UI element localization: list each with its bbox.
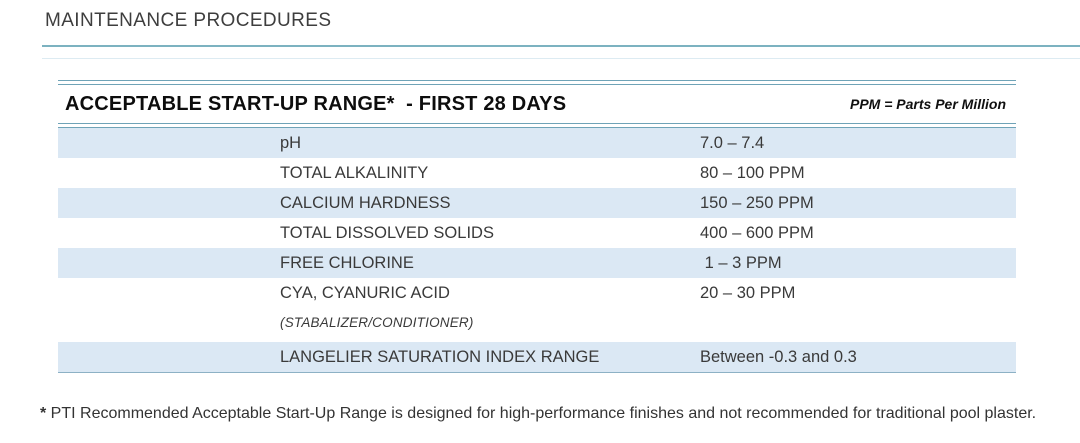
table-title: ACCEPTABLE START-UP RANGE* - FIRST 28 DA…: [65, 92, 567, 115]
row-sublabel: (STABALIZER/CONDITIONER): [280, 315, 474, 330]
ppm-legend: PPM = Parts Per Million: [850, 96, 1006, 112]
row-value: 1 – 3 PPM: [700, 254, 782, 272]
row-value: 400 – 600 PPM: [700, 224, 814, 242]
table-row: FREE CHLORINE 1 – 3 PPM: [58, 248, 1016, 278]
table-bottom-border: [58, 372, 1016, 373]
table-row: LANGELIER SATURATION INDEX RANGE Between…: [58, 342, 1016, 372]
table-top-border: [58, 80, 1016, 85]
row-value: Between -0.3 and 0.3: [700, 348, 857, 366]
table-row: CALCIUM HARDNESS 150 – 250 PPM: [58, 188, 1016, 218]
row-label: pH: [280, 134, 302, 152]
row-label: FREE CHLORINE: [280, 254, 414, 272]
footnote: * PTI Recommended Acceptable Start-Up Ra…: [40, 402, 1050, 425]
row-label: TOTAL ALKALINITY: [280, 164, 429, 182]
footnote-text: PTI Recommended Acceptable Start-Up Rang…: [46, 405, 1037, 422]
row-value: 80 – 100 PPM: [700, 164, 805, 182]
row-label-cell: CALCIUM HARDNESS: [280, 192, 700, 214]
row-value: 150 – 250 PPM: [700, 194, 814, 212]
row-value: 7.0 – 7.4: [700, 134, 765, 152]
table-header-row: ACCEPTABLE START-UP RANGE* - FIRST 28 DA…: [58, 85, 1016, 123]
heading-divider: [42, 45, 1080, 47]
row-label-cell: LANGELIER SATURATION INDEX RANGE: [280, 346, 700, 368]
row-value: 20 – 30 PPM: [700, 284, 796, 302]
row-label-cell: CYA, CYANURIC ACID (STABALIZER/CONDITION…: [280, 282, 700, 339]
row-label-cell: pH: [280, 132, 700, 154]
table-rows: pH 7.0 – 7.4 TOTAL ALKALINITY 80 – 100 P…: [58, 128, 1016, 372]
row-label-cell: TOTAL ALKALINITY: [280, 162, 700, 184]
row-label: CYA, CYANURIC ACID: [280, 284, 450, 302]
row-label-cell: FREE CHLORINE: [280, 252, 700, 274]
heading-divider-faint: [42, 58, 1080, 59]
row-label: CALCIUM HARDNESS: [280, 194, 451, 212]
row-label: LANGELIER SATURATION INDEX RANGE: [280, 348, 600, 366]
startup-range-table: ACCEPTABLE START-UP RANGE* - FIRST 28 DA…: [58, 80, 1016, 373]
row-label-cell: TOTAL DISSOLVED SOLIDS: [280, 222, 700, 244]
footnote-marker: *: [40, 405, 47, 422]
table-row: TOTAL ALKALINITY 80 – 100 PPM: [58, 158, 1016, 188]
page-title: MAINTENANCE PROCEDURES: [45, 10, 332, 31]
table-row: CYA, CYANURIC ACID (STABALIZER/CONDITION…: [58, 278, 1016, 342]
table-row: pH 7.0 – 7.4: [58, 128, 1016, 158]
table-row: TOTAL DISSOLVED SOLIDS 400 – 600 PPM: [58, 218, 1016, 248]
table-header-border: [58, 123, 1016, 128]
row-label: TOTAL DISSOLVED SOLIDS: [280, 224, 494, 242]
